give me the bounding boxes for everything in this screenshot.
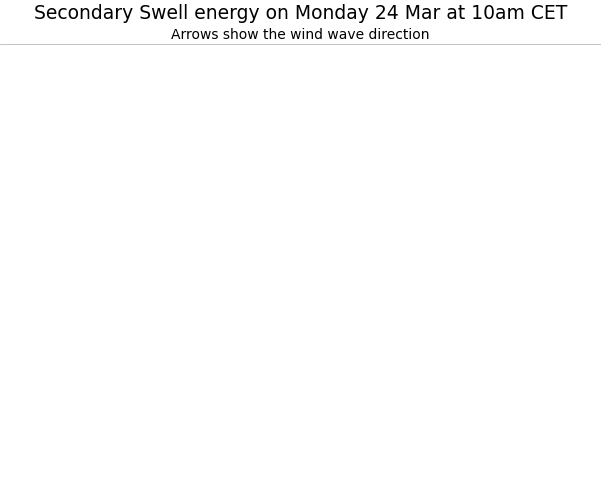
Text: Secondary Swell energy on Monday 24 Mar at 10am CET: Secondary Swell energy on Monday 24 Mar … (34, 4, 567, 23)
Text: Arrows show the wind wave direction: Arrows show the wind wave direction (171, 29, 430, 42)
Text: Cartopy required for map: Cartopy required for map (177, 265, 424, 284)
